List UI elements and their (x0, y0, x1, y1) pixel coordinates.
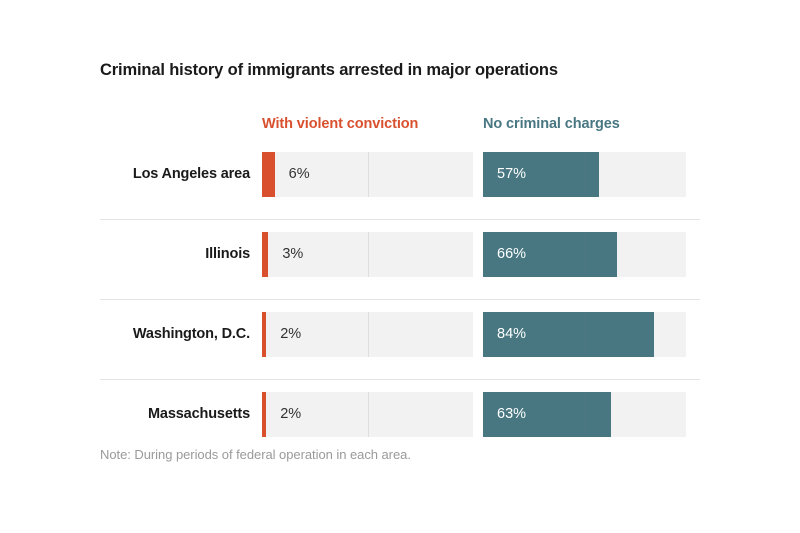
track-midpoint-divider (584, 392, 586, 437)
bar-value-with-violent-conviction: 3% (282, 246, 304, 262)
track-no-criminal-charges: 66% (483, 232, 686, 277)
bar-no-criminal-charges[interactable]: 57% (483, 152, 599, 197)
bar-value-with-violent-conviction: 6% (288, 166, 310, 182)
row-label: Illinois (205, 246, 250, 262)
bar-with-violent-conviction[interactable] (262, 152, 275, 197)
track-with-violent-conviction: 6% (262, 152, 473, 197)
track-midpoint-divider (584, 312, 586, 357)
row-label: Los Angeles area (132, 166, 250, 182)
track-no-criminal-charges: 63% (483, 392, 686, 437)
bar-value-with-violent-conviction: 2% (280, 406, 302, 422)
track-midpoint-divider (584, 152, 586, 197)
track-with-violent-conviction: 2% (262, 312, 473, 357)
bar-value-no-criminal-charges: 84% (497, 326, 527, 342)
track-midpoint-divider (367, 232, 369, 277)
chart-row: Washington, D.C. 2% 84% (0, 299, 800, 379)
track-midpoint-divider (584, 232, 586, 277)
bar-with-violent-conviction[interactable] (262, 312, 267, 357)
bar-value-no-criminal-charges: 66% (497, 246, 527, 262)
chart-note: Note: During periods of federal operatio… (100, 447, 411, 462)
bar-no-criminal-charges[interactable]: 63% (483, 392, 611, 437)
track-midpoint-divider (367, 392, 369, 437)
bar-value-no-criminal-charges: 63% (497, 406, 527, 422)
bar-with-violent-conviction[interactable] (262, 232, 269, 277)
track-with-violent-conviction: 3% (262, 232, 473, 277)
chart-row: Illinois 3% 66% (0, 219, 800, 299)
bar-with-violent-conviction[interactable] (262, 392, 267, 437)
chart-row: Los Angeles area 6% 57% (0, 139, 800, 219)
bar-no-criminal-charges[interactable]: 66% (483, 232, 617, 277)
track-with-violent-conviction: 2% (262, 392, 473, 437)
row-label: Massachusetts (147, 406, 250, 422)
bar-value-with-violent-conviction: 2% (280, 326, 302, 342)
track-no-criminal-charges: 84% (483, 312, 686, 357)
bar-value-no-criminal-charges: 57% (497, 166, 527, 182)
chart-title: Criminal history of immigrants arrested … (100, 61, 558, 79)
legend-item-no-criminal-charges: No criminal charges (483, 116, 620, 132)
row-separator (100, 219, 700, 220)
chart-row: Massachusetts 2% 63% (0, 379, 800, 459)
bar-no-criminal-charges[interactable]: 84% (483, 312, 654, 357)
legend-item-with-violent-conviction: With violent conviction (262, 116, 419, 132)
track-no-criminal-charges: 57% (483, 152, 686, 197)
row-separator (100, 299, 700, 300)
row-separator (100, 379, 700, 380)
track-midpoint-divider (367, 312, 369, 357)
row-label: Washington, D.C. (132, 326, 250, 342)
track-midpoint-divider (367, 152, 369, 197)
